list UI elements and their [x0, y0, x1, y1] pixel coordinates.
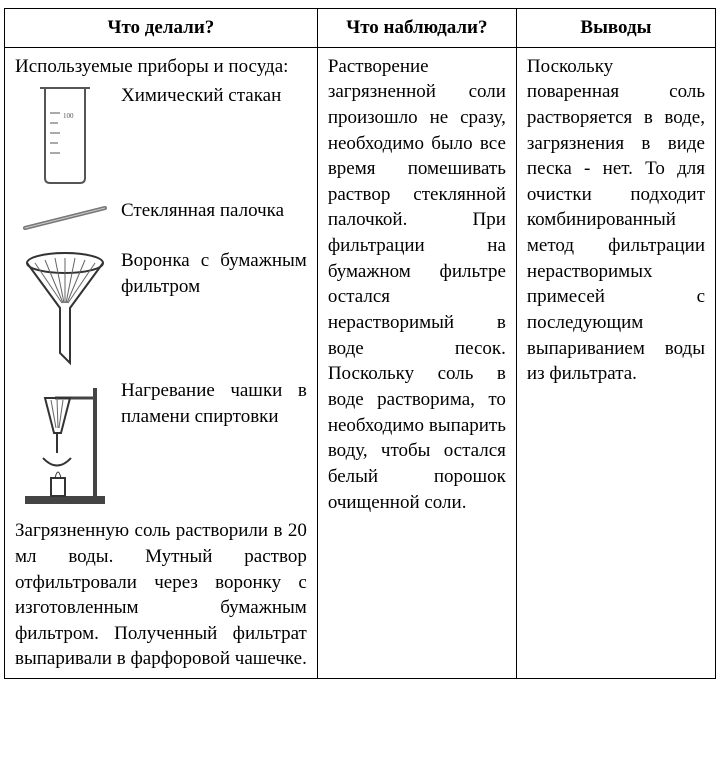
lab-table: Что делали? Что наблюдали? Выводы Исполь… — [4, 8, 716, 679]
header-col3: Выводы — [516, 9, 715, 48]
header-row: Что делали? Что наблюдали? Выводы — [5, 9, 716, 48]
equipment-intro: Используемые приборы и посуда: — [15, 54, 307, 80]
burner-icon — [15, 378, 115, 508]
procedure-text: Загрязненную соль растворили в 20 мл вод… — [15, 518, 307, 672]
rod-icon — [15, 198, 115, 238]
burner-label: Нагревание чашки в пламени спиртовки — [115, 378, 307, 429]
cell-conclusions: Поскольку поваренная соль растворяется в… — [516, 47, 715, 678]
beaker-label: Химический стакан — [115, 83, 307, 109]
equip-burner: Нагревание чашки в пламени спиртовки — [15, 378, 307, 508]
rod-label: Стеклянная палочка — [115, 198, 307, 224]
funnel-icon — [15, 248, 115, 368]
funnel-label: Воронка с бумажным фильтром — [115, 248, 307, 299]
equip-rod: Стеклянная палочка — [15, 198, 307, 238]
header-col1: Что делали? — [5, 9, 318, 48]
body-row: Используемые приборы и посуда: 100 — [5, 47, 716, 678]
svg-text:100: 100 — [63, 112, 74, 120]
equip-funnel: Воронка с бумажным фильтром — [15, 248, 307, 368]
header-col2: Что наблюдали? — [317, 9, 516, 48]
cell-observed: Растворение загрязненной соли произошло … — [317, 47, 516, 678]
cell-actions: Используемые приборы и посуда: 100 — [5, 47, 318, 678]
equip-beaker: 100 Химический стакан — [15, 83, 307, 188]
beaker-icon: 100 — [15, 83, 115, 188]
